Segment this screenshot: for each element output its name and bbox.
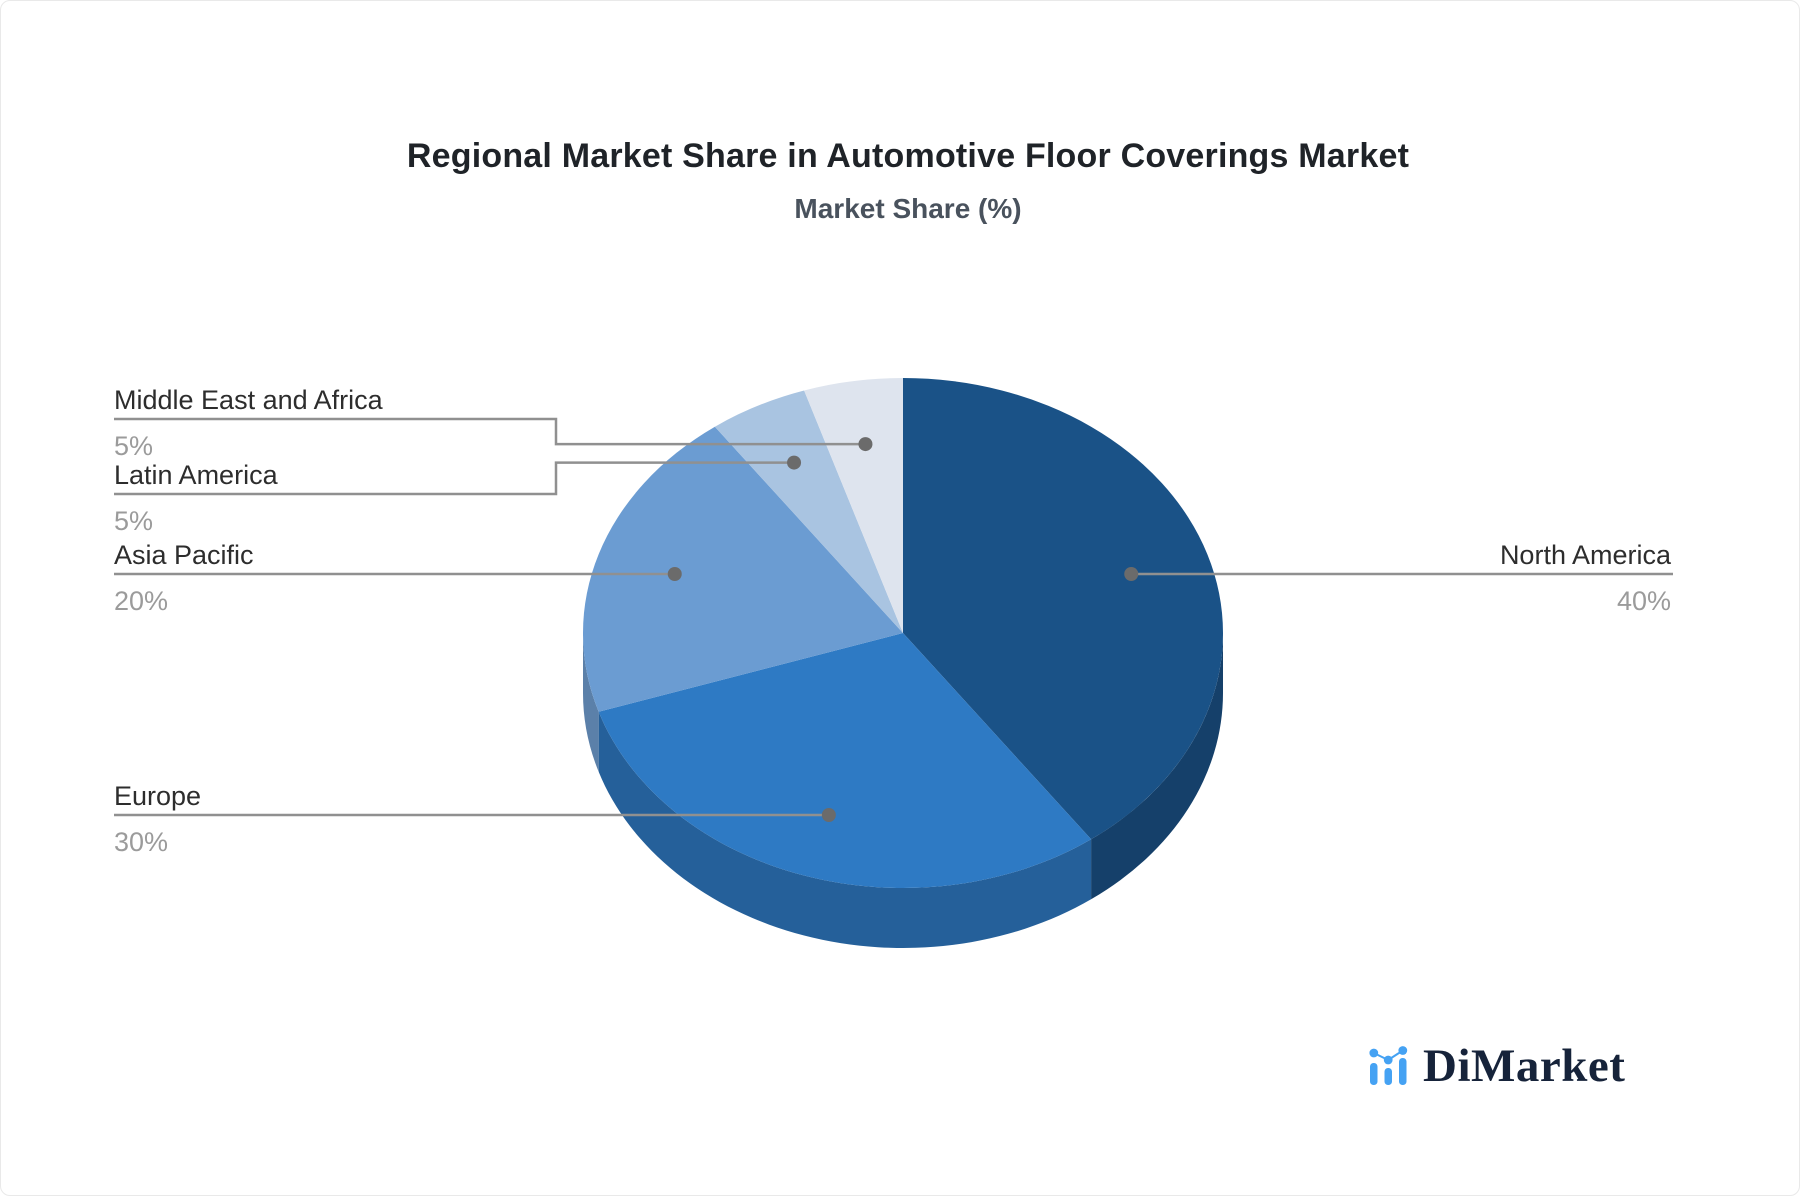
pie-label-middle-east-and-africa: Middle East and Africa xyxy=(114,385,383,415)
pie-slice-asia-pacific[interactable] xyxy=(582,426,903,712)
pie-value-north-america: 40% xyxy=(1616,586,1671,616)
connector-line-latin-america xyxy=(114,461,795,496)
pie-slice-latin-america[interactable] xyxy=(714,390,903,633)
bar-chart-logo-icon xyxy=(1369,1046,1408,1085)
pie-value-middle-east-and-africa: 5% xyxy=(114,431,154,461)
pie-value-europe: 30% xyxy=(114,827,169,857)
pie-slice-europe[interactable] xyxy=(598,633,1092,889)
pie-slice-side-europe xyxy=(598,711,1092,949)
pie-slice-side-asia-pacific xyxy=(583,633,599,772)
chart-subtitle: Market Share (%) xyxy=(794,193,1022,224)
connector-line-middle-east-and-africa xyxy=(114,417,866,446)
pie-label-latin-america: Latin America xyxy=(114,460,278,490)
pie-value-latin-america: 5% xyxy=(114,506,154,536)
logo: DiMarket xyxy=(1368,1040,1626,1092)
pie-slice-side-north-america xyxy=(1091,633,1223,900)
pie-slice-middle-east-and-africa[interactable] xyxy=(804,378,903,633)
chart-title: Regional Market Share in Automotive Floo… xyxy=(406,137,1410,175)
connector-dot-europe xyxy=(821,808,836,822)
connector-dot-asia-pacific xyxy=(667,567,682,581)
pie-value-asia-pacific: 20% xyxy=(114,586,169,616)
connector-dot-north-america xyxy=(1124,567,1139,581)
connector-dot-latin-america xyxy=(787,455,802,470)
pie-label-europe: Europe xyxy=(114,781,202,811)
pie-label-asia-pacific: Asia Pacific xyxy=(114,540,254,570)
pie-label-north-america: North America xyxy=(1499,540,1671,570)
connector-dot-middle-east-and-africa xyxy=(858,437,873,452)
logo-text: DiMarket xyxy=(1423,1040,1626,1092)
pie-slice-north-america[interactable] xyxy=(903,378,1223,840)
